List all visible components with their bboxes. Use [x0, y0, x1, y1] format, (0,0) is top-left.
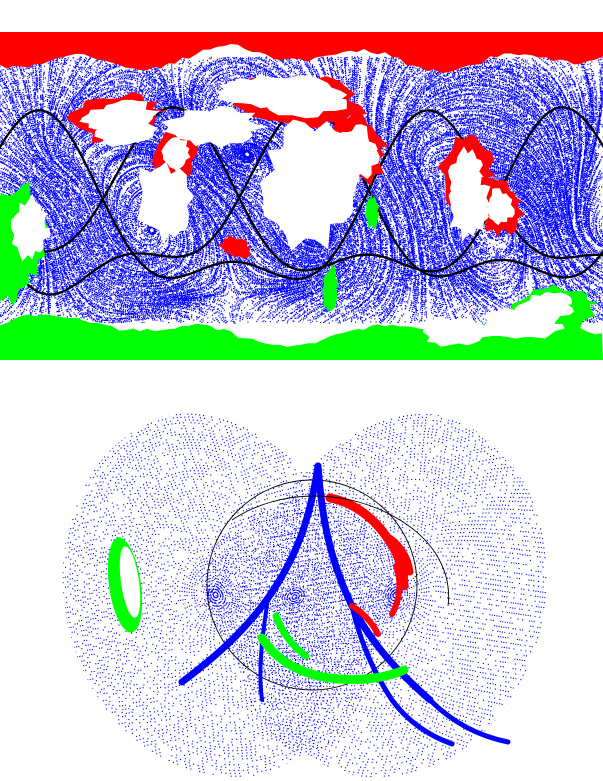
globe-green-interior-left — [119, 546, 141, 618]
figure-title: Geomagnetic field line tracing: world ma… — [0, 21, 1, 22]
continent-void-3 — [448, 172, 491, 242]
oblique-globe-panel — [0, 370, 603, 781]
continent-void-4 — [94, 109, 159, 148]
globe-north-mask — [325, 493, 414, 637]
north-landmass-7 — [218, 234, 251, 259]
globe-red-arc-4 — [389, 563, 403, 617]
south-interior-4 — [480, 306, 565, 339]
contour-curve-2 — [0, 106, 603, 273]
south-interior-1 — [10, 193, 51, 262]
north-interior-2 — [161, 137, 191, 174]
north-interior-7 — [161, 105, 270, 148]
south-interior-3 — [422, 316, 497, 347]
map-south-mask — [0, 181, 603, 360]
south-landmass-5 — [365, 193, 380, 230]
globe-red-arc-3 — [349, 603, 381, 637]
south-polar-band — [0, 312, 603, 360]
map-continent-voids — [94, 109, 491, 252]
globe-plot-area — [0, 370, 603, 781]
globe-green-arc-2 — [272, 612, 310, 660]
continent-void-2 — [137, 161, 195, 244]
map-plot-area — [0, 32, 603, 360]
south-landmass-2 — [0, 239, 31, 306]
north-interior-6 — [484, 188, 515, 226]
inner-sphere-outline — [206, 479, 418, 691]
north-polar-band — [0, 32, 603, 73]
globe-green-arc-1 — [257, 633, 409, 685]
north-interior-8 — [216, 75, 301, 109]
continent-void-1 — [260, 119, 360, 252]
globe-south-mask — [107, 537, 409, 685]
globe-red-arc-2 — [382, 532, 414, 576]
globe-background — [0, 370, 603, 781]
south-landmass-4 — [322, 264, 339, 312]
globe-contour-curve — [231, 495, 450, 607]
equirectangular-map-panel — [0, 32, 603, 360]
